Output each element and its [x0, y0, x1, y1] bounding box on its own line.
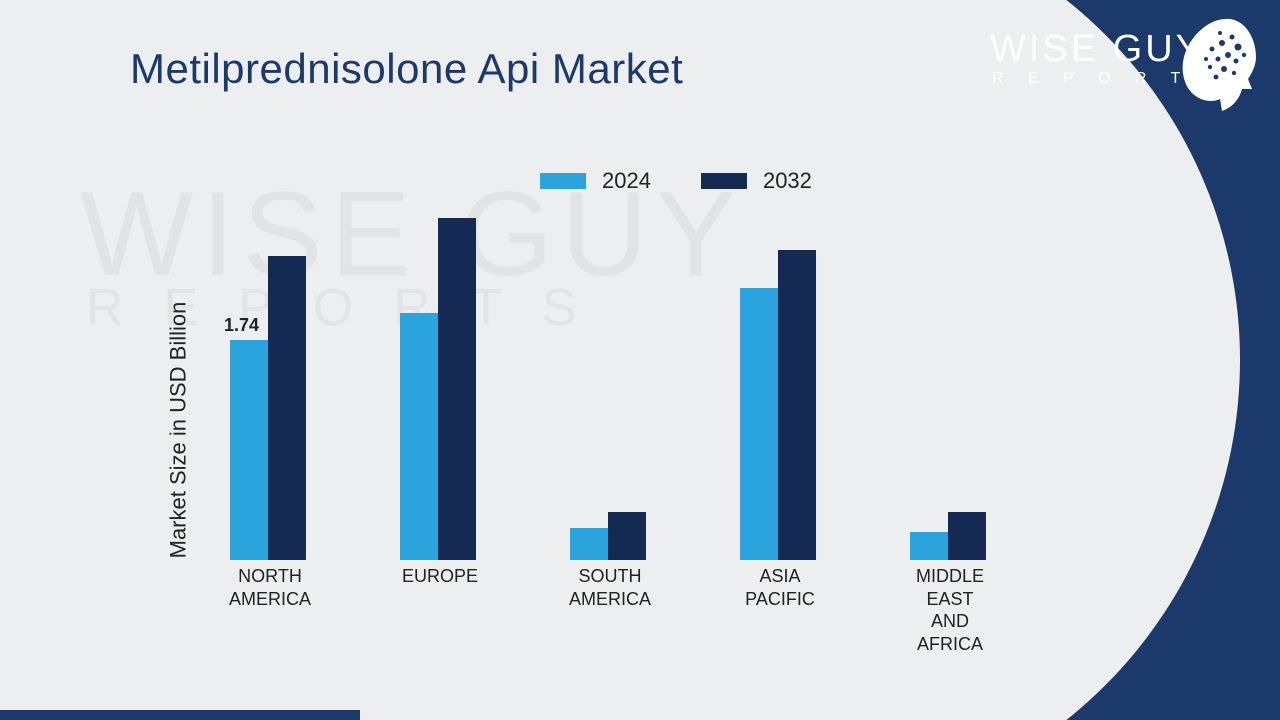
x-tick-label: SOUTHAMERICA	[550, 565, 670, 610]
bar-series-b	[438, 218, 476, 560]
data-label: 1.74	[224, 315, 259, 336]
bar-series-a	[230, 340, 268, 560]
x-tick-label: NORTHAMERICA	[210, 565, 330, 610]
bar-series-a	[400, 313, 438, 560]
stage: Metilprednisolone Api Market WISE GUY R …	[0, 0, 1280, 720]
bottom-accent-bar	[0, 710, 360, 720]
bar-series-b	[608, 512, 646, 560]
bar-series-b	[948, 512, 986, 560]
bar-series-a	[740, 288, 778, 560]
bar-series-b	[268, 256, 306, 560]
bar-series-a	[910, 532, 948, 560]
bar-series-a	[570, 528, 608, 560]
head-icon	[1172, 15, 1260, 115]
brand-logo: WISE GUY R E P O R T S	[990, 20, 1250, 110]
page-title: Metilprednisolone Api Market	[130, 45, 683, 93]
x-tick-label: EUROPE	[380, 565, 500, 588]
bar-chart: Market Size in USD Billion 1.74 NORTHAME…	[60, 160, 960, 700]
x-tick-label: ASIAPACIFIC	[720, 565, 840, 610]
plot-area: 1.74	[150, 180, 950, 560]
bar-series-b	[778, 250, 816, 560]
x-tick-label: MIDDLEEASTANDAFRICA	[890, 565, 1010, 655]
